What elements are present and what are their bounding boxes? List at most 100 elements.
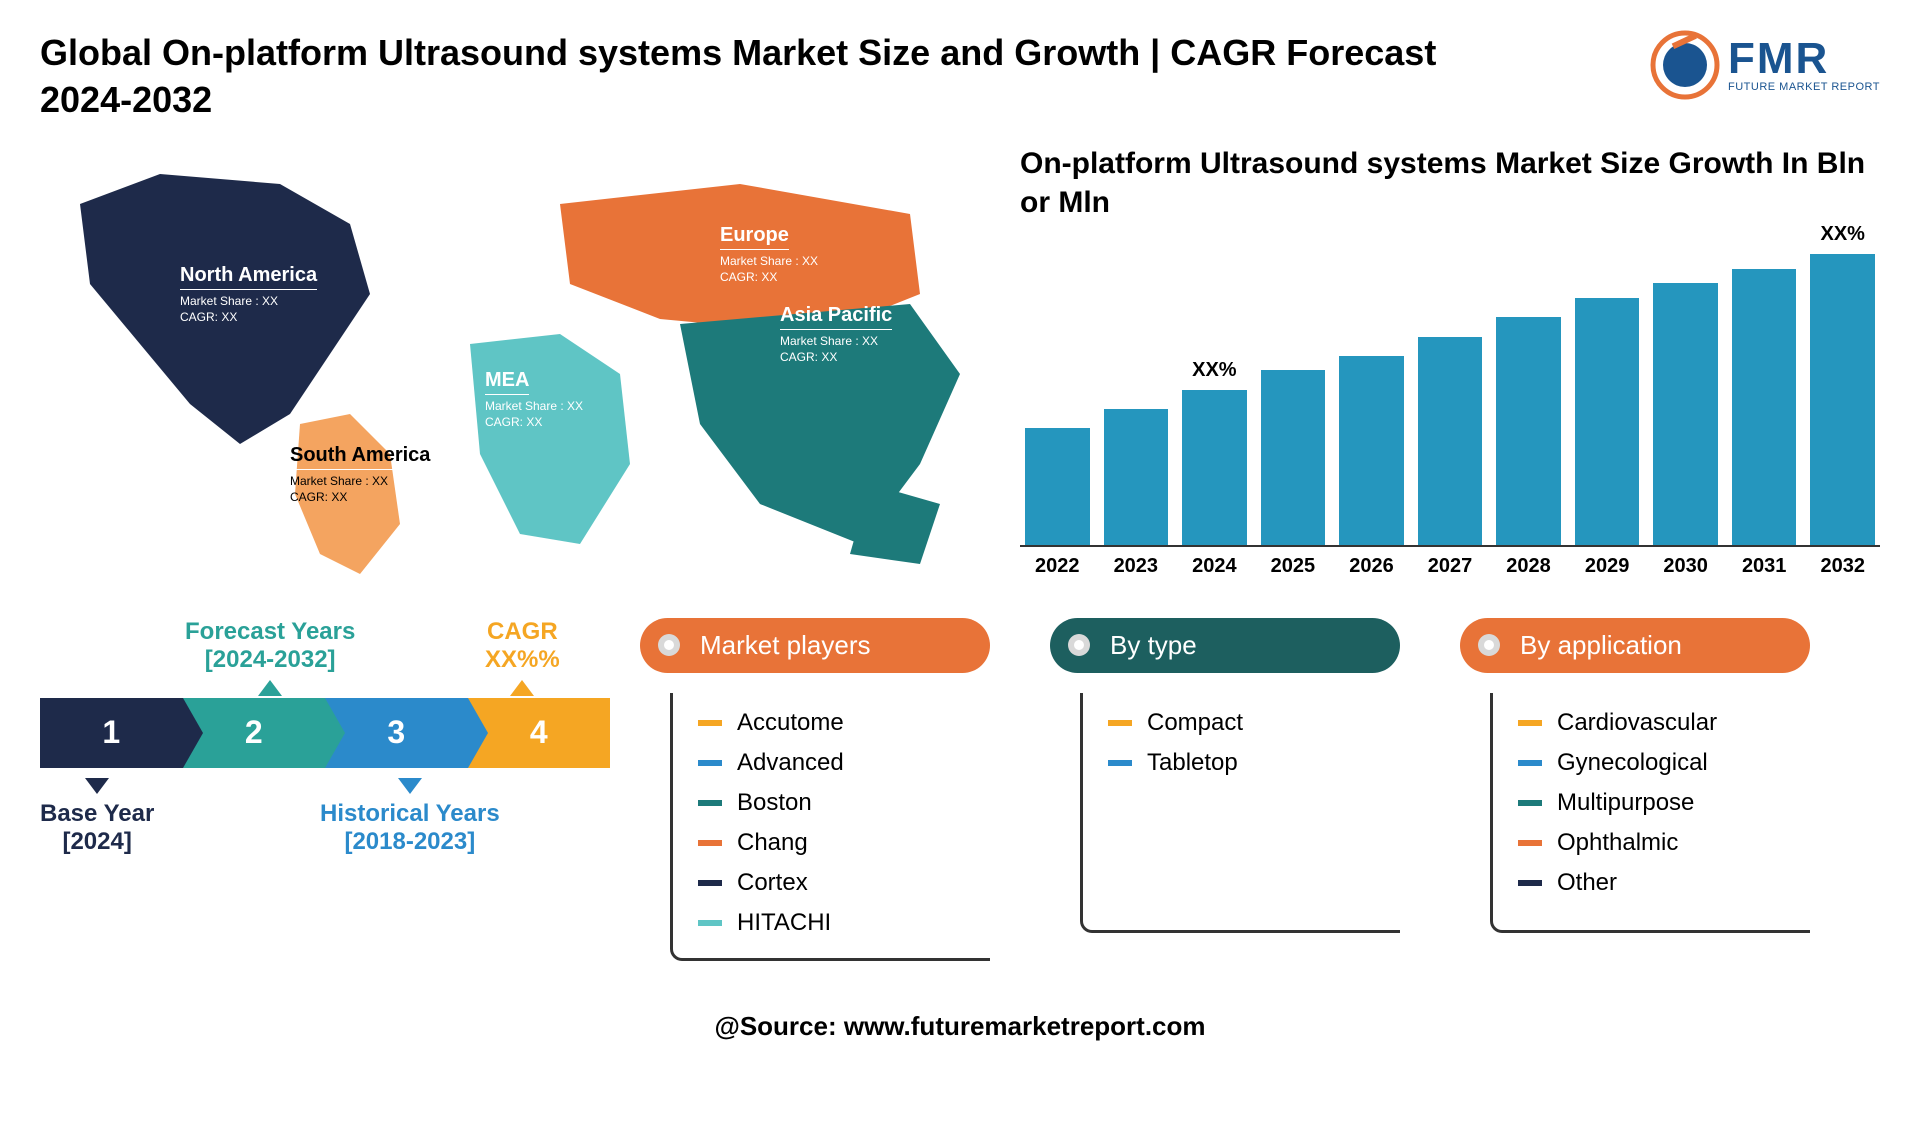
list-item-label: Chang xyxy=(737,829,808,857)
list-item: Ophthalmic xyxy=(1518,823,1810,863)
list-item: Compact xyxy=(1108,703,1400,743)
list-item-label: Cortex xyxy=(737,869,808,897)
timeline: Forecast Years[2024-2032] CAGRXX%% 1234 B… xyxy=(40,618,610,888)
bar-2026 xyxy=(1339,356,1404,545)
marker-icon xyxy=(1518,840,1542,846)
list-item: Cardiovascular xyxy=(1518,703,1810,743)
list-item: Gynecological xyxy=(1518,743,1810,783)
bar-2028 xyxy=(1496,317,1561,544)
pills-container: Market players Accutome Advanced Boston Chan… xyxy=(640,618,1880,961)
list-item-label: Ophthalmic xyxy=(1557,829,1678,857)
timeline-label: CAGRXX%% xyxy=(485,618,560,696)
x-label: 2023 xyxy=(1104,555,1169,578)
bar-2024: XX% xyxy=(1182,390,1247,545)
pill-section: By application Cardiovascular Gynecologica… xyxy=(1460,618,1810,961)
pill-list: Cardiovascular Gynecological Multipurpose O… xyxy=(1490,693,1810,933)
bar-2029 xyxy=(1575,298,1640,545)
logo-sub-text: FUTURE MARKET REPORT xyxy=(1728,81,1880,93)
bar-annotation: XX% xyxy=(1192,359,1236,382)
marker-icon xyxy=(1518,760,1542,766)
x-label: 2025 xyxy=(1261,555,1326,578)
world-map: North AmericaMarket Share : XXCAGR: XX So… xyxy=(40,144,980,574)
list-item-label: Advanced xyxy=(737,749,844,777)
list-item: Tabletop xyxy=(1108,743,1400,783)
pill-list: Compact Tabletop xyxy=(1080,693,1400,933)
bar-chart: On-platform Ultrasound systems Market Si… xyxy=(1020,144,1880,578)
bars-container: XX% XX% xyxy=(1020,237,1880,547)
pill-header: Market players xyxy=(640,618,990,673)
logo-icon xyxy=(1650,30,1720,100)
bar-2031 xyxy=(1732,269,1797,545)
marker-icon xyxy=(1108,760,1132,766)
region-label-mea: MEAMarket Share : XXCAGR: XX xyxy=(485,369,583,432)
marker-icon xyxy=(698,840,722,846)
list-item-label: Gynecological xyxy=(1557,749,1708,777)
list-item-label: Other xyxy=(1557,869,1617,897)
x-label: 2032 xyxy=(1810,555,1875,578)
bottom-row: Forecast Years[2024-2032] CAGRXX%% 1234 B… xyxy=(40,618,1880,961)
source-text: @Source: www.futuremarketreport.com xyxy=(40,1011,1880,1042)
pill-header: By type xyxy=(1050,618,1400,673)
x-axis-labels: 2022 2023 2024 2025 2026 2027 2028 2029 2030 2031… xyxy=(1020,555,1880,578)
list-item-label: Cardiovascular xyxy=(1557,709,1717,737)
list-item-label: Boston xyxy=(737,789,812,817)
x-label: 2029 xyxy=(1575,555,1640,578)
marker-icon xyxy=(1518,800,1542,806)
bar-2025 xyxy=(1261,370,1326,544)
list-item-label: HITACHI xyxy=(737,909,831,937)
marker-icon xyxy=(698,720,722,726)
region-label-sa: South AmericaMarket Share : XXCAGR: XX xyxy=(290,444,430,507)
list-item-label: Tabletop xyxy=(1147,749,1238,777)
region-label-na: North AmericaMarket Share : XXCAGR: XX xyxy=(180,264,317,327)
marker-icon xyxy=(698,920,722,926)
list-item: Chang xyxy=(698,823,990,863)
list-item: Multipurpose xyxy=(1518,783,1810,823)
page-title: Global On-platform Ultrasound systems Ma… xyxy=(40,30,1440,124)
timeline-bar: 1234 xyxy=(40,698,610,768)
region-label-ap: Asia PacificMarket Share : XXCAGR: XX xyxy=(780,304,892,367)
bar-2027 xyxy=(1418,337,1483,545)
timeline-segment-2: 2 xyxy=(183,698,326,768)
logo-main-text: FMR xyxy=(1728,37,1880,81)
top-row: North AmericaMarket Share : XXCAGR: XX So… xyxy=(40,144,1880,578)
timeline-label: Base Year[2024] xyxy=(40,778,154,856)
list-item: Other xyxy=(1518,863,1810,903)
pill-section: By type Compact Tabletop xyxy=(1050,618,1400,961)
header: Global On-platform Ultrasound systems Ma… xyxy=(40,30,1880,124)
marker-icon xyxy=(1108,720,1132,726)
timeline-label: Forecast Years[2024-2032] xyxy=(185,618,355,696)
x-label: 2031 xyxy=(1732,555,1797,578)
bar-2030 xyxy=(1653,283,1718,544)
list-item: Advanced xyxy=(698,743,990,783)
list-item-label: Multipurpose xyxy=(1557,789,1694,817)
marker-icon xyxy=(1518,880,1542,886)
x-label: 2027 xyxy=(1418,555,1483,578)
timeline-segment-4: 4 xyxy=(468,698,611,768)
x-label: 2030 xyxy=(1653,555,1718,578)
x-label: 2028 xyxy=(1496,555,1561,578)
x-label: 2022 xyxy=(1025,555,1090,578)
timeline-segment-1: 1 xyxy=(40,698,183,768)
region-label-eu: EuropeMarket Share : XXCAGR: XX xyxy=(720,224,818,287)
list-item-label: Compact xyxy=(1147,709,1243,737)
x-label: 2026 xyxy=(1339,555,1404,578)
logo: FMR FUTURE MARKET REPORT xyxy=(1650,30,1880,100)
bar-2022 xyxy=(1025,428,1090,544)
list-item: Boston xyxy=(698,783,990,823)
marker-icon xyxy=(698,800,722,806)
marker-icon xyxy=(1518,720,1542,726)
list-item: Accutome xyxy=(698,703,990,743)
timeline-segment-3: 3 xyxy=(325,698,468,768)
pill-header: By application xyxy=(1460,618,1810,673)
bar-2032: XX% xyxy=(1810,254,1875,544)
marker-icon xyxy=(698,760,722,766)
marker-icon xyxy=(698,880,722,886)
pill-list: Accutome Advanced Boston Chang Cortex HITACHI xyxy=(670,693,990,961)
chart-title: On-platform Ultrasound systems Market Si… xyxy=(1020,144,1880,222)
timeline-label: Historical Years[2018-2023] xyxy=(320,778,500,856)
list-item-label: Accutome xyxy=(737,709,844,737)
pill-section: Market players Accutome Advanced Boston Chan… xyxy=(640,618,990,961)
x-label: 2024 xyxy=(1182,555,1247,578)
list-item: Cortex xyxy=(698,863,990,903)
bar-2023 xyxy=(1104,409,1169,544)
